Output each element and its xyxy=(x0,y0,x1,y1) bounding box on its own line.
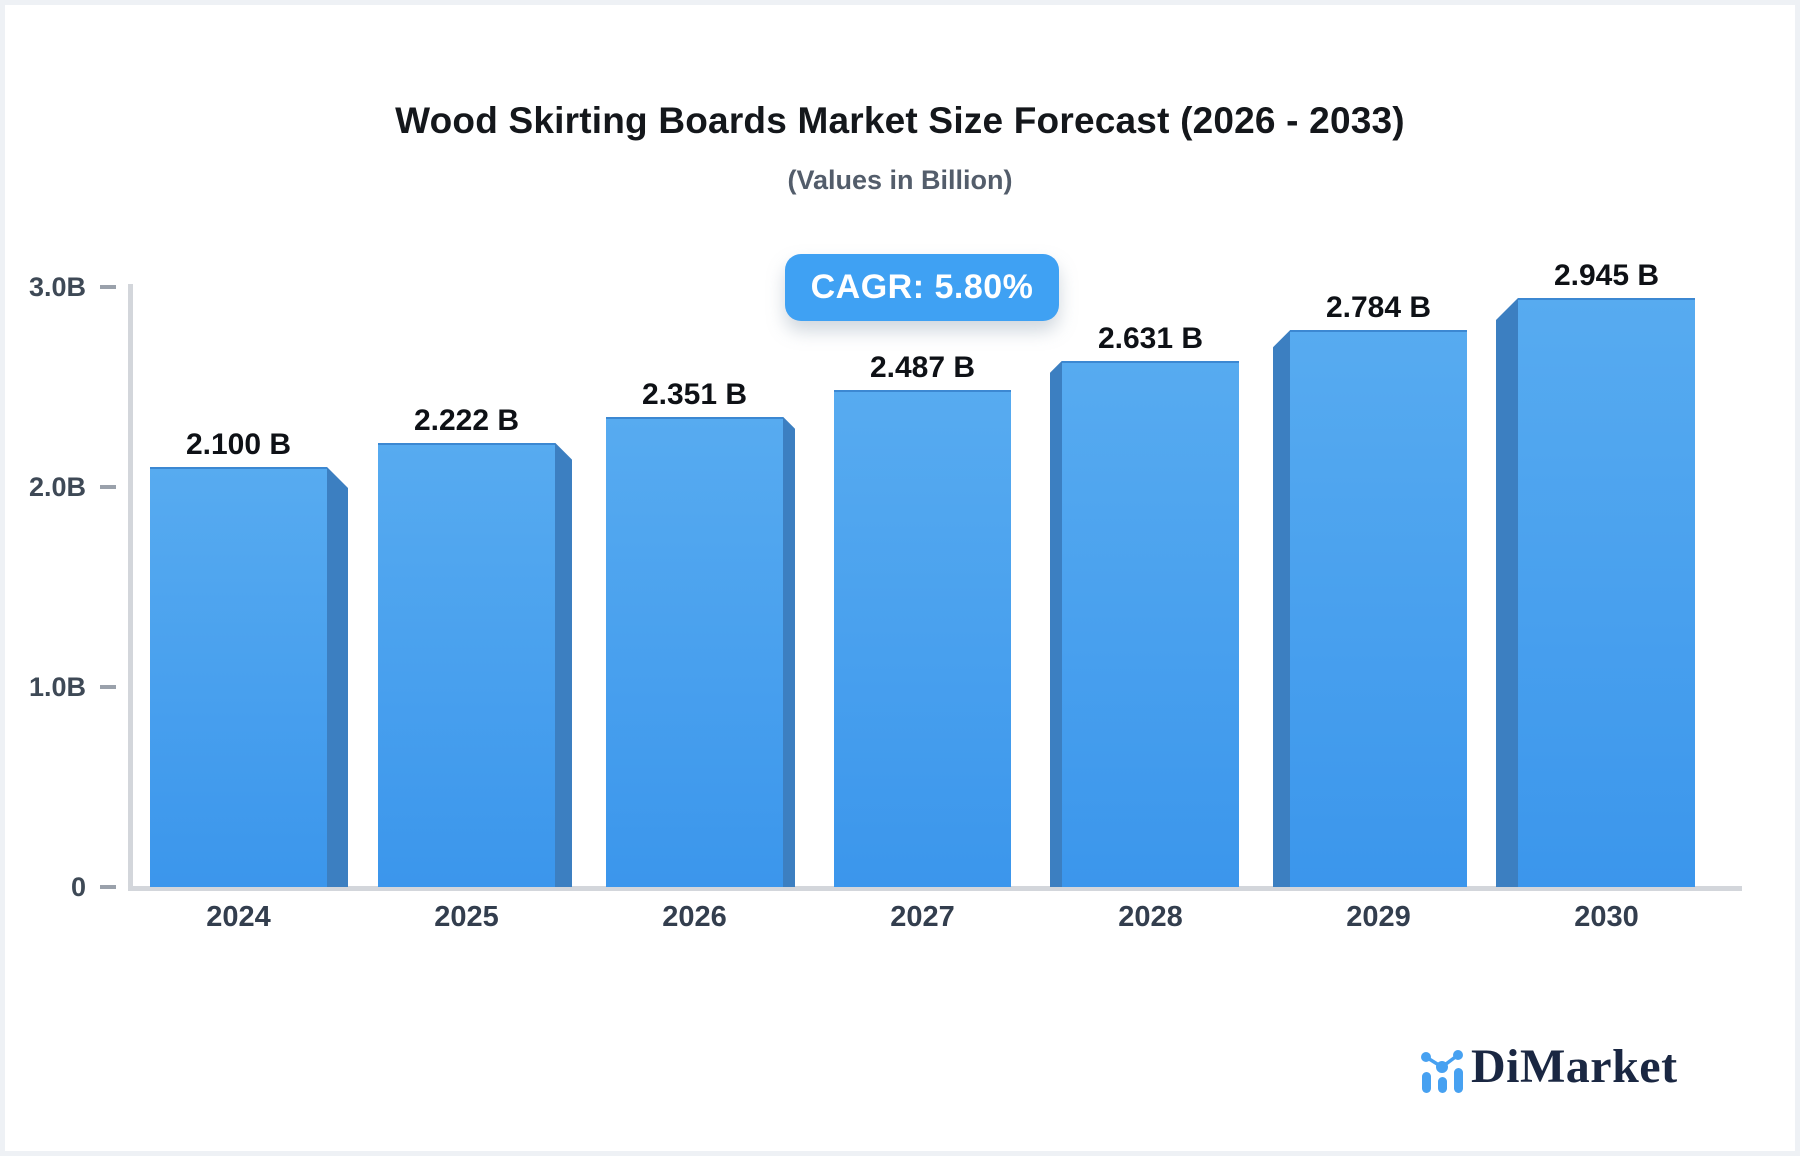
x-axis-line xyxy=(128,886,1742,891)
x-tick-label: 2027 xyxy=(890,901,955,933)
bar-value-label: 2.351 B xyxy=(641,377,748,411)
bar-2026[interactable] xyxy=(606,416,783,887)
dimarket-logo[interactable]: DiMarket xyxy=(1421,1038,1711,1098)
cagr-badge-label: CAGR: 5.80% xyxy=(810,268,1034,306)
bar-value-label: 2.222 B xyxy=(413,403,520,437)
y-tick-label: 1.0B xyxy=(28,672,86,702)
bar-side-2029 xyxy=(1273,330,1290,887)
bar-value-label: 2.631 B xyxy=(1097,321,1204,355)
y-tick-dash xyxy=(100,485,116,489)
bar-2030[interactable] xyxy=(1518,298,1695,887)
y-tick-dash xyxy=(100,285,116,289)
x-tick-label: 2026 xyxy=(662,901,727,933)
y-tick-label: 0 xyxy=(70,872,86,902)
cagr-badge: CAGR: 5.80% xyxy=(785,254,1059,321)
dimarket-logo-icon xyxy=(1421,1050,1463,1093)
bar-side-2024 xyxy=(327,467,348,887)
bar-2024[interactable] xyxy=(150,467,327,887)
bar-side-2028 xyxy=(1050,360,1062,887)
bar-value-label: 2.487 B xyxy=(869,350,976,384)
x-tick-label: 2024 xyxy=(206,901,271,933)
y-tick-label: 3.0B xyxy=(28,272,86,302)
bar-2025[interactable] xyxy=(378,442,555,887)
dimarket-logo-text: DiMarket xyxy=(1471,1040,1678,1093)
y-tick-label: 2.0B xyxy=(28,472,86,502)
chart-subtitle: (Values in Billion) xyxy=(787,165,1013,195)
y-tick-dash xyxy=(100,685,116,689)
bar-side-2030 xyxy=(1496,298,1518,887)
y-axis-line xyxy=(128,284,133,891)
bar-2027[interactable] xyxy=(834,389,1011,887)
x-tick-label: 2028 xyxy=(1118,901,1183,933)
y-tick-dash xyxy=(100,885,116,889)
x-tick-label: 2030 xyxy=(1574,901,1639,933)
x-tick-label: 2029 xyxy=(1346,901,1411,933)
bar-2029[interactable] xyxy=(1290,330,1467,887)
bar-2028[interactable] xyxy=(1062,360,1239,887)
x-tick-label: 2025 xyxy=(434,901,499,933)
bar-value-label: 2.945 B xyxy=(1553,259,1660,292)
chart-title: Wood Skirting Boards Market Size Forecas… xyxy=(395,100,1405,141)
bar-value-label: 2.784 B xyxy=(1325,291,1432,325)
bar-side-2026 xyxy=(783,416,795,887)
bar-value-label: 2.100 B xyxy=(185,428,292,461)
bar-side-2025 xyxy=(555,442,572,887)
